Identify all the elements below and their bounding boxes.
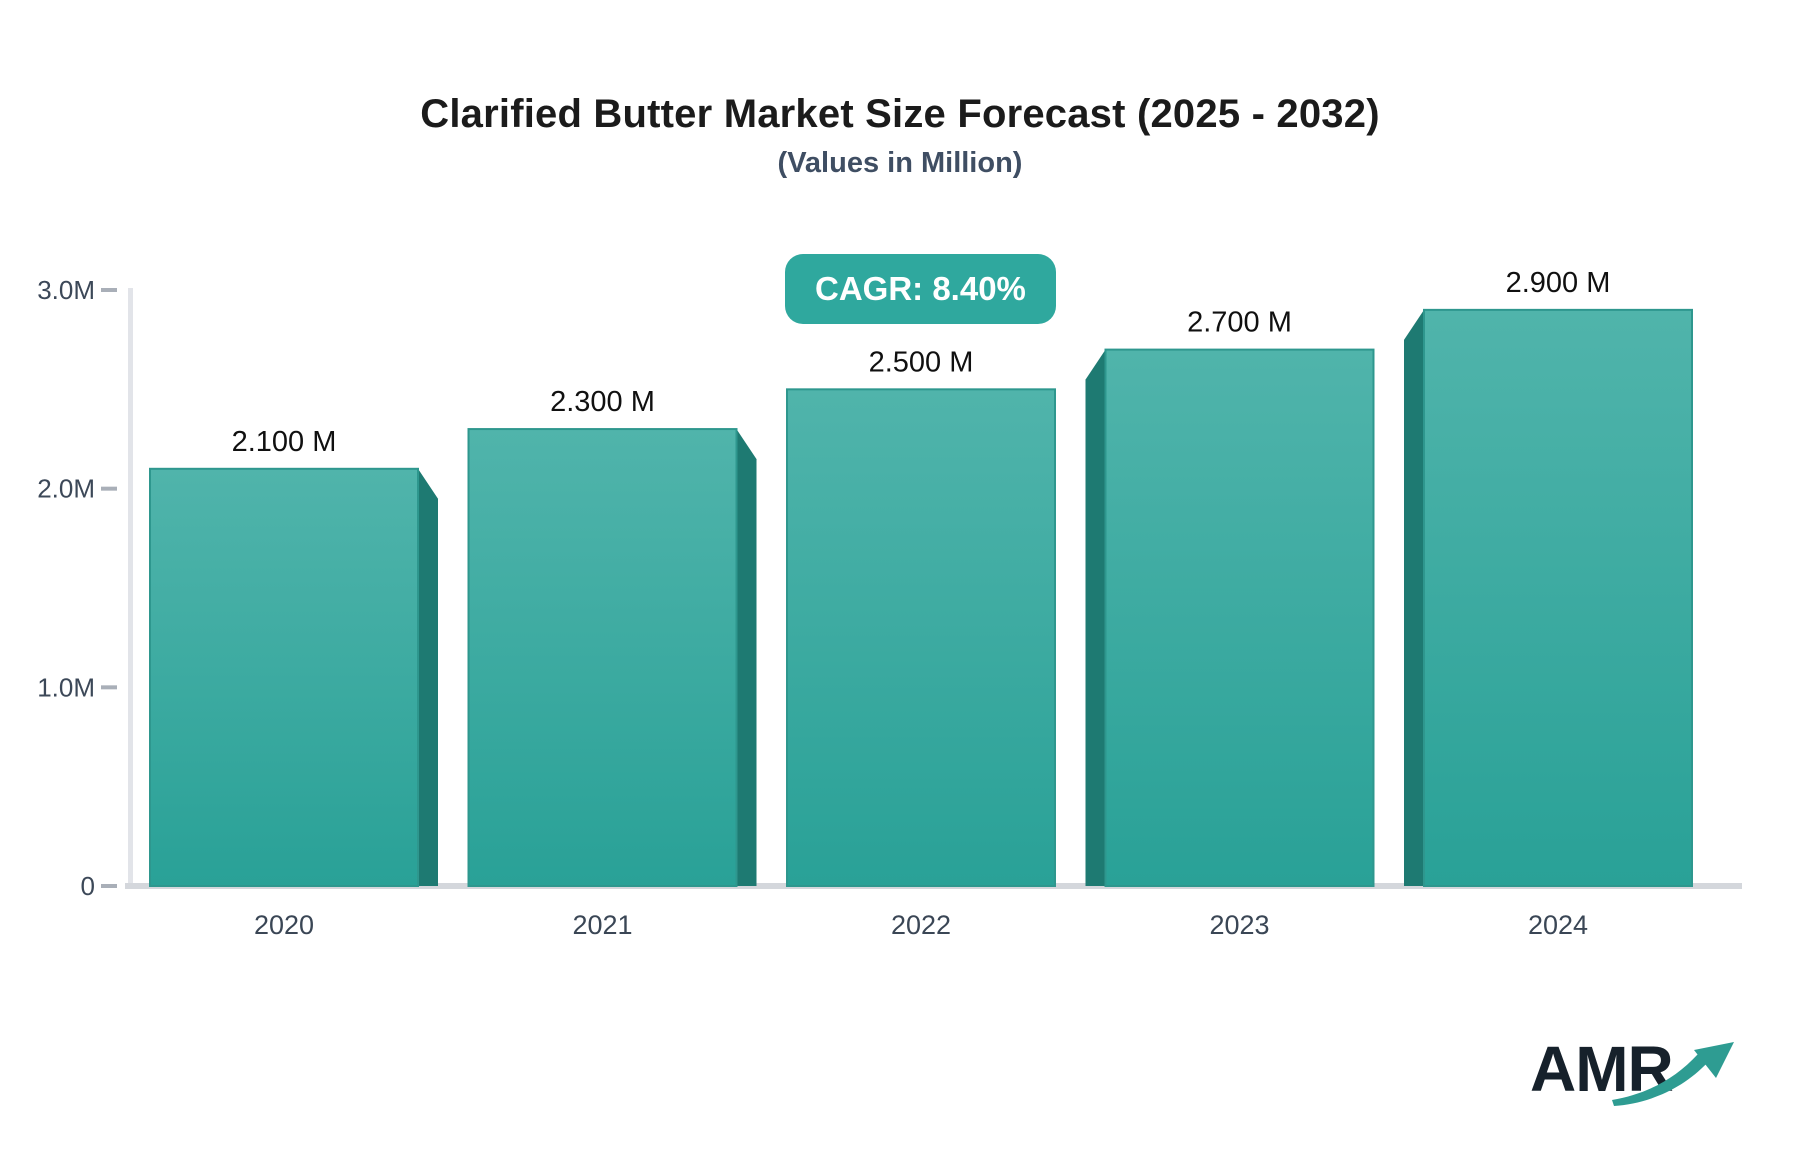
bar-3d-side [736,429,757,886]
y-tick-dash [101,685,117,690]
cagr-badge: CAGR: 8.40% [785,254,1056,324]
y-tick-dash [101,884,117,888]
bar-3d-side [1085,349,1106,887]
bar-value-label: 2.700 M [1187,307,1292,339]
x-tick-label: 2021 [572,910,632,940]
bar-3d-side [1404,309,1424,886]
bar-value-label: 2.300 M [550,386,655,418]
amr-logo: AMR [1530,1032,1760,1122]
chart-title: Clarified Butter Market Size Forecast (2… [420,92,1380,136]
x-tick-label: 2023 [1209,910,1269,940]
x-tick-label: 2022 [891,910,951,940]
y-tick-dash [101,288,117,292]
y-tick-dash [101,486,117,491]
y-tick-label: 2.0M [37,474,95,504]
bar [1104,348,1375,888]
bar-value-label: 2.100 M [232,426,337,458]
y-tick-label: 3.0M [37,275,95,305]
y-axis-line [128,288,133,888]
bar-3d-side [418,468,438,886]
x-tick-label: 2024 [1528,910,1588,940]
chart-subtitle: (Values in Million) [777,147,1023,179]
bar-value-label: 2.900 M [1506,267,1611,299]
y-tick-label: 1.0M [37,672,95,702]
bar [149,467,419,887]
bar [1423,308,1693,888]
bar-value-label: 2.500 M [869,346,974,378]
bar [467,428,738,887]
x-tick-label: 2020 [254,910,314,940]
bar [786,388,1056,887]
y-tick-label: 0 [81,871,95,901]
growth-arrow-icon [1612,1042,1734,1106]
